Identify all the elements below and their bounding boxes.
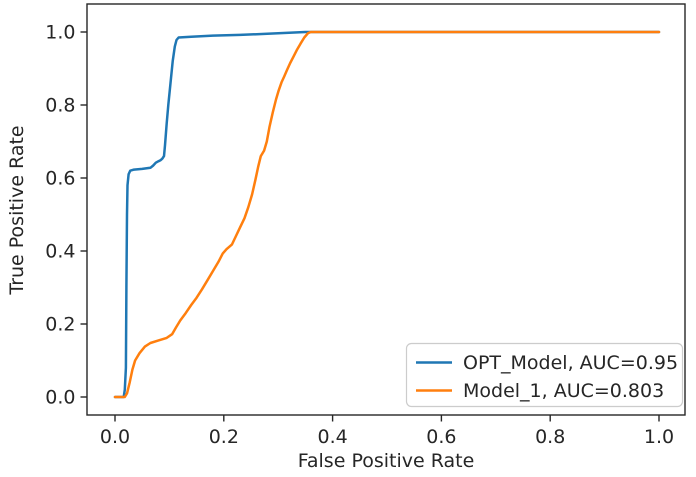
y-tick-label: 0.4 (45, 241, 75, 263)
legend-label-model-1: Model_1, AUC=0.803 (463, 380, 664, 402)
y-tick-label: 0.2 (45, 314, 75, 336)
legend-box (405, 342, 684, 408)
legend-label-opt-model: OPT_Model, AUC=0.95 (463, 352, 678, 374)
y-tick-label: 1.0 (45, 22, 75, 44)
y-axis-label: True Positive Rate (6, 125, 28, 295)
y-tick-label: 0.8 (45, 95, 75, 117)
x-tick-label: 0.6 (426, 426, 456, 448)
x-tick-label: 0.0 (100, 426, 130, 448)
x-tick-label: 0.2 (209, 426, 239, 448)
legend: OPT_Model, AUC=0.95 Model_1, AUC=0.803 (405, 342, 684, 408)
plot-area (86, 3, 686, 416)
x-tick-label: 1.0 (644, 426, 674, 448)
y-tick-label: 0.6 (45, 168, 75, 190)
x-tick-label: 0.8 (535, 426, 565, 448)
y-axis-ticks: 0.0 0.2 0.4 0.6 0.8 1.0 (45, 22, 87, 409)
curves-layer (113, 30, 661, 399)
roc-curve-model-1 (113, 30, 661, 399)
roc-curve-opt-model (113, 30, 661, 399)
x-axis-label: False Positive Rate (298, 450, 475, 472)
x-tick-label: 0.4 (317, 426, 347, 448)
y-tick-label: 0.0 (45, 387, 75, 409)
x-axis-ticks: 0.0 0.2 0.4 0.6 0.8 1.0 (100, 415, 674, 448)
